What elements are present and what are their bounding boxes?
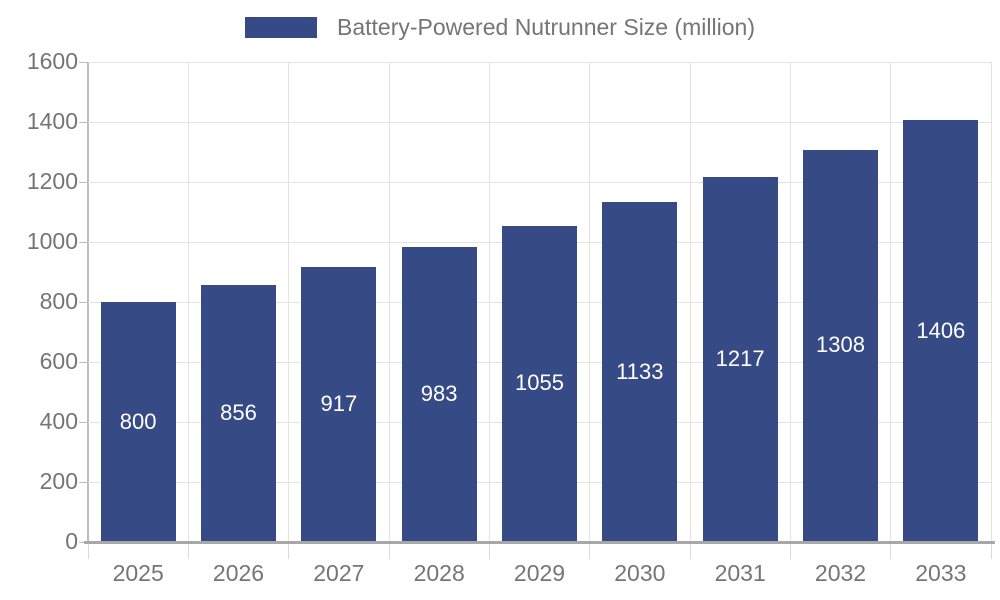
- x-axis-tick: [589, 542, 591, 559]
- y-tick-label: 200: [39, 468, 78, 494]
- h-gridline: [88, 61, 991, 63]
- v-gridline: [589, 62, 591, 542]
- x-axis-tick: [488, 542, 490, 559]
- y-axis-tick: [79, 541, 87, 543]
- bar-2032[interactable]: 1308: [803, 149, 878, 541]
- v-gridline: [890, 62, 892, 542]
- x-axis-tick: [87, 542, 89, 559]
- y-axis-tick: [79, 121, 87, 123]
- y-axis-tick: [79, 421, 87, 423]
- v-gridline: [187, 62, 189, 542]
- v-gridline: [488, 62, 490, 542]
- y-tick-label: 800: [39, 288, 78, 314]
- x-tick-label: 2025: [112, 560, 164, 586]
- bar-value-label: 983: [420, 381, 458, 407]
- y-axis-tick: [79, 481, 87, 483]
- y-tick-label: 400: [39, 408, 78, 434]
- y-tick-label: 600: [39, 348, 78, 374]
- x-axis-tick: [990, 542, 992, 559]
- x-tick-label: 2029: [513, 560, 566, 586]
- bar-value-label: 1217: [715, 345, 765, 371]
- h-gridline: [88, 181, 991, 183]
- bar-2027[interactable]: 917: [301, 266, 377, 541]
- x-tick-label: 2030: [614, 560, 666, 586]
- y-axis-tick: [79, 61, 87, 63]
- bar-2026[interactable]: 856: [201, 285, 276, 541]
- y-tick-label: 1200: [26, 168, 78, 194]
- h-gridline: [88, 121, 991, 123]
- x-axis-tick: [689, 542, 691, 559]
- plot-area: 800 856 917 983 1055 1133 1217 1308 1406: [79, 61, 995, 559]
- y-axis-tick: [79, 181, 87, 183]
- legend-swatch-icon: [245, 17, 317, 38]
- x-axis-tick: [890, 542, 892, 559]
- y-axis-tick: [79, 361, 87, 363]
- v-gridline: [288, 62, 290, 542]
- x-axis-tick: [187, 542, 189, 559]
- bar-value-label: 1406: [916, 317, 966, 343]
- y-tick-label: 1600: [26, 48, 78, 74]
- bar-value-label: 1133: [616, 358, 664, 384]
- y-axis-tick: [79, 301, 87, 303]
- y-tick-label: 1400: [26, 108, 78, 134]
- x-axis-tick: [789, 542, 791, 559]
- bar-2033[interactable]: 1406: [903, 120, 979, 541]
- legend-label: Battery-Powered Nutrunner Size (million): [337, 14, 755, 40]
- v-gridline: [689, 62, 691, 542]
- x-axis-tick: [288, 542, 290, 559]
- v-gridline: [388, 62, 390, 542]
- x-tick-label: 2026: [212, 560, 265, 586]
- y-tick-label: 1000: [26, 228, 78, 254]
- bar-2028[interactable]: 983: [401, 247, 477, 541]
- bar-value-label: 1308: [816, 332, 865, 358]
- y-tick-label: 0: [65, 528, 78, 554]
- x-tick-label: 2033: [915, 560, 967, 586]
- x-axis-tick: [388, 542, 390, 559]
- x-axis-baseline: [84, 541, 995, 544]
- v-gridline: [789, 62, 791, 542]
- bar-value-label: 1055: [515, 370, 564, 396]
- bar-2030[interactable]: 1133: [602, 202, 678, 541]
- bar-2029[interactable]: 1055: [502, 225, 577, 541]
- bar-2025[interactable]: 800: [100, 302, 176, 541]
- bar-value-label: 800: [119, 408, 157, 434]
- y-axis-tick: [79, 241, 87, 243]
- x-tick-label: 2027: [313, 560, 365, 586]
- legend[interactable]: Battery-Powered Nutrunner Size (million): [0, 14, 1000, 41]
- x-tick-label: 2032: [814, 560, 867, 586]
- bar-value-label: 917: [320, 390, 358, 416]
- x-tick-label: 2028: [413, 560, 465, 586]
- v-gridline: [990, 62, 992, 542]
- bar-2031[interactable]: 1217: [702, 176, 778, 541]
- bar-value-label: 856: [220, 400, 257, 426]
- x-tick-label: 2031: [714, 560, 766, 586]
